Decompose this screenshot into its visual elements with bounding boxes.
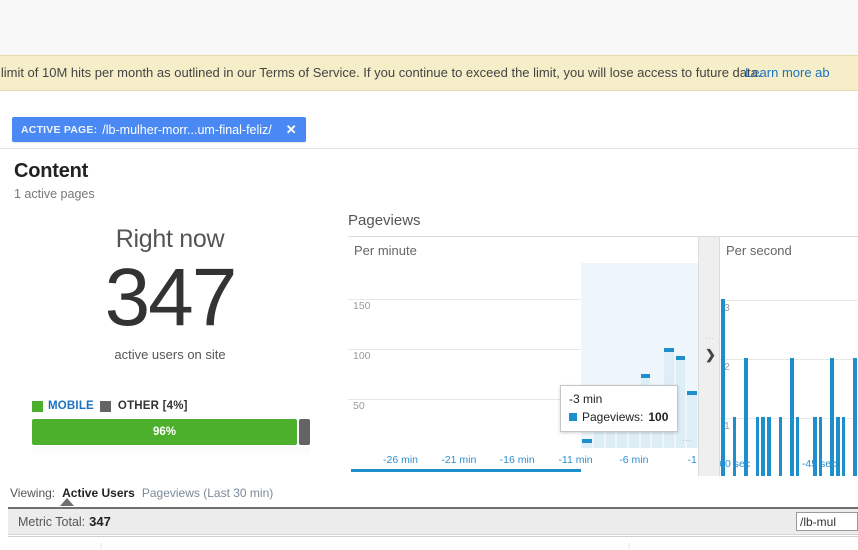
pageviews-charts: Per minute 50 100 150 -26 min -21 min -16 mi…	[348, 236, 858, 476]
mobile-swatch-icon	[32, 400, 43, 412]
pageviews-module-header: Pageviews	[348, 212, 858, 229]
table-row: | |	[8, 536, 858, 550]
bar[interactable]	[761, 417, 765, 476]
content-heading: Content 1 active pages	[14, 160, 95, 201]
bar[interactable]	[687, 391, 697, 448]
chart-tooltip: -3 min Pageviews: 100	[560, 385, 679, 432]
tooltip-series-row: Pageviews: 100	[569, 410, 668, 424]
device-bar-segment-mobile[interactable]: 96%	[32, 419, 297, 445]
divider-dots: ⋯	[705, 333, 715, 343]
table-cell-marker: |	[628, 541, 631, 550]
viewing-label: Viewing:	[10, 486, 56, 500]
other-swatch-icon	[99, 400, 111, 412]
bar[interactable]	[813, 417, 817, 476]
pageviews-title: Pageviews	[348, 212, 421, 229]
gridline	[348, 299, 698, 300]
device-legend: MOBILE OTHER [4%]	[32, 400, 310, 412]
bar[interactable]	[853, 358, 857, 476]
bar[interactable]	[836, 417, 840, 476]
selected-tab-caret-icon	[60, 498, 74, 506]
table-cell-marker: |	[100, 541, 103, 550]
chevron-right-icon[interactable]: ❯	[705, 347, 716, 362]
legend-label-mobile: MOBILE	[48, 400, 94, 412]
tooltip-series-label: Pageviews:	[582, 410, 644, 424]
bar[interactable]	[830, 358, 834, 476]
bar[interactable]	[778, 417, 783, 476]
y-axis-tick: 150	[353, 300, 371, 312]
tooltip-value: 100	[648, 410, 669, 424]
tooltip-title: -3 min	[569, 392, 603, 406]
right-now-panel: Right now 347 active users on site	[0, 225, 340, 362]
tooltip-swatch-icon	[569, 413, 577, 421]
y-axis-tick: 100	[353, 350, 371, 362]
quota-banner-text: e limit of 10M hits per month as outline…	[0, 65, 762, 80]
search-input[interactable]	[796, 512, 858, 531]
active-page-chip-label: ACTIVE PAGE:	[21, 123, 98, 136]
bar[interactable]	[790, 358, 794, 476]
top-blank-strip	[0, 0, 858, 55]
metric-total-value: 347	[89, 514, 111, 529]
x-axis-tick: -1	[687, 454, 697, 466]
active-users-caption: active users on site	[114, 346, 226, 362]
bar[interactable]	[721, 299, 725, 476]
y-axis-tick: 50	[353, 400, 365, 412]
bar[interactable]	[767, 417, 771, 476]
tab-active-users[interactable]: Active Users	[62, 486, 135, 500]
quota-warning-banner: e limit of 10M hits per month as outline…	[0, 55, 858, 91]
page-title: Content	[14, 160, 89, 182]
bar[interactable]	[755, 417, 760, 476]
active-page-chip[interactable]: ACTIVE PAGE: /lb-mulher-morr...um-final-…	[12, 117, 306, 142]
x-axis-tick: -45 sec	[801, 458, 837, 470]
per-second-chart[interactable]: Per second 1 2 3 -60 sec -45 sec	[720, 236, 858, 476]
bar[interactable]	[795, 417, 800, 476]
x-axis-tick: -26 min	[382, 454, 419, 466]
legend-label-other: OTHER [4%]	[117, 400, 188, 412]
bar[interactable]	[732, 417, 737, 476]
per-minute-axis-rule	[351, 469, 582, 472]
right-now-title: Right now	[115, 225, 225, 253]
bar[interactable]	[744, 358, 748, 476]
metric-total-bar: Metric Total: 347	[8, 507, 858, 535]
per-minute-chart[interactable]: Per minute 50 100 150 -26 min -21 min -16 mi…	[348, 236, 698, 476]
active-page-chip-value: /lb-mulher-morr...um-final-feliz/	[102, 122, 272, 137]
device-split-bar[interactable]: 96%	[32, 419, 310, 445]
y-axis-tick: 1	[724, 420, 730, 433]
per-second-subtitle: Per second	[726, 243, 792, 258]
viewing-selector-row: Viewing: Active Users Pageviews (Last 30…	[0, 481, 858, 505]
gridline	[348, 349, 698, 350]
truncation-dots: ⋯	[682, 435, 692, 445]
bar[interactable]	[675, 356, 686, 448]
legend-item-mobile[interactable]: MOBILE	[32, 400, 94, 412]
y-axis-tick: 2	[724, 361, 730, 374]
device-breakdown: MOBILE OTHER [4%] 96%	[32, 400, 310, 457]
device-bar-segment-other[interactable]	[298, 419, 310, 445]
gridline	[720, 359, 858, 361]
metric-total-label: Metric Total:	[18, 514, 86, 529]
x-axis-tick: -11 min	[558, 454, 593, 466]
bar[interactable]	[818, 417, 823, 476]
device-bar-shadow	[32, 447, 310, 457]
active-users-count: 347	[104, 252, 238, 343]
close-icon[interactable]: ✕	[285, 122, 297, 137]
per-minute-subtitle: Per minute	[354, 243, 417, 258]
y-axis-tick: 3	[724, 302, 730, 315]
legend-item-other[interactable]: OTHER [4%]	[99, 400, 188, 412]
active-pages-count: 1 active pages	[14, 187, 95, 201]
gridline	[348, 399, 698, 400]
x-axis-tick: -16 min	[499, 454, 535, 466]
gridline	[720, 418, 858, 420]
x-axis-tick: -60 sec	[720, 458, 751, 470]
chart-divider[interactable]: ⋯ ❯	[698, 236, 720, 476]
learn-more-link[interactable]: Learn more ab	[745, 65, 830, 80]
x-axis-tick: -21 min	[441, 454, 477, 466]
gridline	[720, 300, 858, 302]
per-second-bars	[720, 264, 858, 476]
tab-pageviews-last-30-min[interactable]: Pageviews (Last 30 min)	[141, 486, 274, 500]
bar[interactable]	[841, 417, 846, 476]
x-axis-tick: -6 min	[619, 454, 649, 466]
segment-chip-row: ACTIVE PAGE: /lb-mulher-morr...um-final-…	[0, 91, 858, 149]
bar[interactable]	[582, 439, 592, 448]
